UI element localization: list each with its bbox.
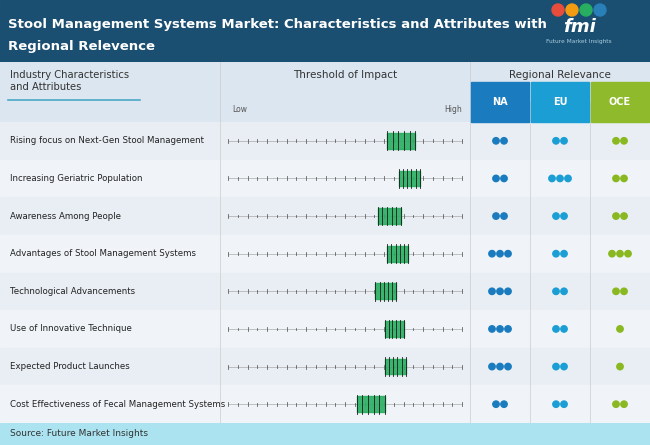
Circle shape bbox=[566, 4, 578, 16]
Circle shape bbox=[561, 213, 567, 219]
Circle shape bbox=[505, 364, 511, 370]
Circle shape bbox=[613, 288, 619, 295]
Bar bbox=[471, 82, 529, 122]
Circle shape bbox=[493, 401, 499, 407]
Circle shape bbox=[500, 138, 507, 144]
Circle shape bbox=[580, 4, 592, 16]
Circle shape bbox=[617, 326, 623, 332]
Circle shape bbox=[552, 401, 559, 407]
Text: Awareness Among People: Awareness Among People bbox=[10, 211, 121, 221]
Bar bbox=[0, 385, 650, 423]
Circle shape bbox=[489, 326, 495, 332]
Text: Industry Characteristics: Industry Characteristics bbox=[10, 70, 129, 80]
Text: High: High bbox=[444, 105, 462, 114]
Circle shape bbox=[561, 364, 567, 370]
Circle shape bbox=[505, 326, 511, 332]
Circle shape bbox=[625, 251, 631, 257]
Text: Expected Product Launches: Expected Product Launches bbox=[10, 362, 130, 371]
Circle shape bbox=[561, 138, 567, 144]
Circle shape bbox=[561, 401, 567, 407]
Circle shape bbox=[621, 138, 627, 144]
Bar bbox=[0, 62, 650, 122]
Circle shape bbox=[489, 288, 495, 295]
Circle shape bbox=[561, 326, 567, 332]
Circle shape bbox=[561, 251, 567, 257]
Circle shape bbox=[552, 4, 564, 16]
Circle shape bbox=[594, 4, 606, 16]
Circle shape bbox=[617, 251, 623, 257]
Text: Source: Future Market Insights: Source: Future Market Insights bbox=[10, 429, 148, 438]
Text: Low: Low bbox=[232, 105, 247, 114]
Bar bbox=[0, 272, 650, 310]
Circle shape bbox=[552, 364, 559, 370]
Circle shape bbox=[493, 138, 499, 144]
Bar bbox=[376, 283, 396, 299]
Circle shape bbox=[565, 175, 571, 182]
Circle shape bbox=[621, 213, 627, 219]
Circle shape bbox=[621, 401, 627, 407]
Bar bbox=[0, 197, 650, 235]
Circle shape bbox=[613, 401, 619, 407]
Text: Regional Relevence: Regional Relevence bbox=[8, 40, 155, 53]
Circle shape bbox=[500, 401, 507, 407]
Circle shape bbox=[609, 251, 615, 257]
Text: and Attributes: and Attributes bbox=[10, 82, 81, 92]
Bar bbox=[531, 82, 589, 122]
Circle shape bbox=[489, 364, 495, 370]
Circle shape bbox=[549, 175, 555, 182]
Text: Use of Innovative Technique: Use of Innovative Technique bbox=[10, 324, 132, 333]
Text: NA: NA bbox=[492, 97, 508, 107]
Bar bbox=[385, 359, 406, 374]
Bar bbox=[399, 170, 420, 186]
Circle shape bbox=[557, 175, 563, 182]
Bar bbox=[0, 235, 650, 272]
Circle shape bbox=[552, 138, 559, 144]
Circle shape bbox=[497, 251, 503, 257]
Circle shape bbox=[493, 175, 499, 182]
Bar bbox=[357, 396, 385, 412]
Text: Advantages of Stool Management Systems: Advantages of Stool Management Systems bbox=[10, 249, 196, 258]
Bar bbox=[0, 348, 650, 385]
Circle shape bbox=[617, 364, 623, 370]
Circle shape bbox=[500, 213, 507, 219]
Text: Cost Effectiveness of Fecal Management Systems: Cost Effectiveness of Fecal Management S… bbox=[10, 400, 226, 409]
Text: fmi: fmi bbox=[563, 18, 595, 36]
Bar bbox=[0, 160, 650, 197]
Circle shape bbox=[552, 326, 559, 332]
Circle shape bbox=[505, 251, 511, 257]
Circle shape bbox=[621, 175, 627, 182]
Circle shape bbox=[552, 251, 559, 257]
Text: Regional Relevance: Regional Relevance bbox=[509, 70, 611, 80]
Circle shape bbox=[621, 288, 627, 295]
Circle shape bbox=[613, 138, 619, 144]
Circle shape bbox=[613, 213, 619, 219]
Bar bbox=[387, 133, 415, 149]
Bar bbox=[385, 321, 404, 337]
Bar bbox=[0, 122, 650, 160]
Circle shape bbox=[489, 251, 495, 257]
Text: Future Market Insights: Future Market Insights bbox=[546, 40, 612, 44]
Circle shape bbox=[552, 288, 559, 295]
Text: Technological Advancements: Technological Advancements bbox=[10, 287, 135, 296]
Text: EU: EU bbox=[552, 97, 567, 107]
Bar bbox=[0, 310, 650, 348]
Text: Stool Management Systems Market: Characteristics and Attributes with: Stool Management Systems Market: Charact… bbox=[8, 18, 547, 31]
Circle shape bbox=[497, 326, 503, 332]
Circle shape bbox=[497, 364, 503, 370]
Bar bbox=[387, 246, 408, 262]
Circle shape bbox=[561, 288, 567, 295]
Circle shape bbox=[500, 175, 507, 182]
Circle shape bbox=[505, 288, 511, 295]
Bar bbox=[591, 82, 649, 122]
Text: Rising focus on Next-Gen Stool Management: Rising focus on Next-Gen Stool Managemen… bbox=[10, 136, 204, 146]
Circle shape bbox=[613, 175, 619, 182]
Circle shape bbox=[552, 213, 559, 219]
Text: OCE: OCE bbox=[609, 97, 631, 107]
Circle shape bbox=[493, 213, 499, 219]
Bar bbox=[378, 208, 401, 224]
Circle shape bbox=[497, 288, 503, 295]
Text: Increasing Geriatric Population: Increasing Geriatric Population bbox=[10, 174, 142, 183]
Text: Threshold of Impact: Threshold of Impact bbox=[293, 70, 397, 80]
